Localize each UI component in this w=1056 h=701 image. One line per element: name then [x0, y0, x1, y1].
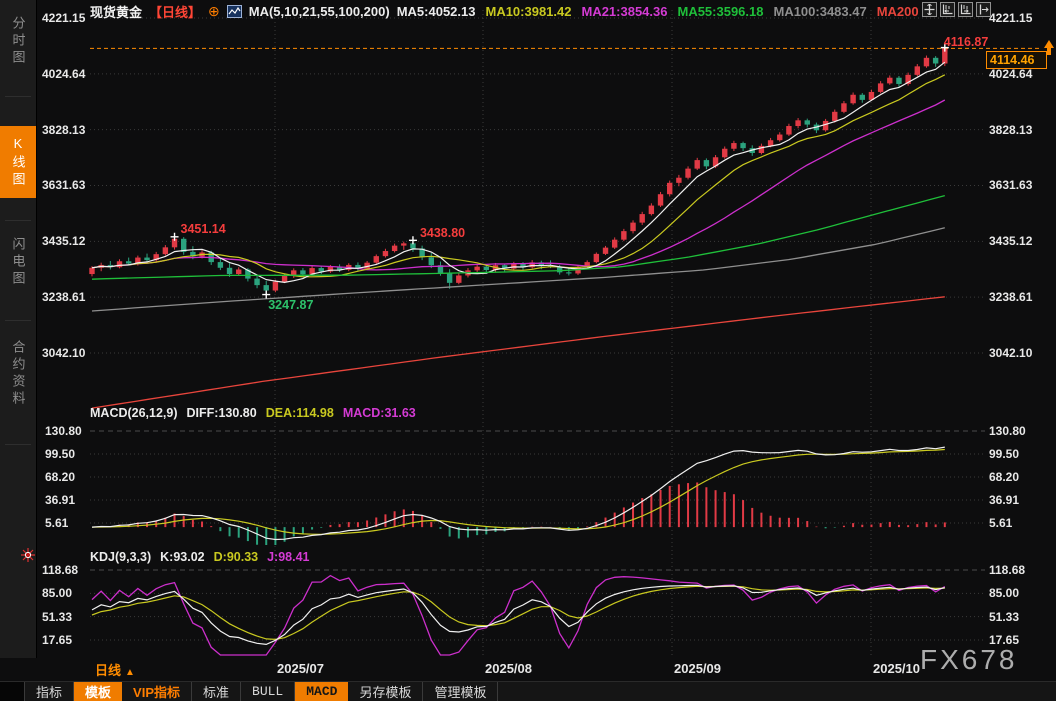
kdj-header-item: K:93.02 [160, 550, 205, 564]
ma-values: MA5:4052.13 MA10:3981.42 MA21:3854.36 MA55:… [397, 4, 919, 19]
axis-label: 130.80 [45, 424, 82, 438]
date-label: 2025/10 [873, 661, 920, 676]
axis-label: 51.33 [42, 609, 73, 624]
period-tag: 【日线】 [149, 4, 202, 20]
watermark: FX678 [920, 644, 1018, 675]
axis-label: 17.65 [989, 633, 1020, 647]
compress-left-icon[interactable] [940, 2, 955, 17]
chevron-up-icon: ▲ [125, 667, 135, 678]
symbol-name: 现货黄金 [90, 4, 143, 20]
alert-starburst-icon[interactable] [21, 548, 35, 567]
axis-label: 68.20 [45, 470, 76, 484]
sidebar: 分时图 K线图闪电图合约资料 [0, 0, 37, 658]
axis-label: 68.20 [989, 470, 1020, 484]
price-callout: 3247.87 [268, 297, 314, 312]
tab-指标[interactable]: 指标 [24, 682, 75, 701]
axis-label: 17.65 [42, 633, 73, 647]
ma-value: MA55:3596.18 [677, 3, 764, 19]
tab-模板[interactable]: 模板 [74, 682, 123, 701]
macd-header: MACD(26,12,9) DIFF:130.80 DEA:114.98 MACD:3… [90, 406, 416, 420]
compress-right-icon[interactable] [958, 2, 973, 17]
axis-label: 3238.61 [989, 290, 1033, 305]
ma-config-label: MA(5,10,21,55,100,200) [248, 3, 390, 19]
tab-管理模板[interactable]: 管理模板 [423, 682, 499, 701]
ma-value: MA5:4052.13 [396, 3, 476, 19]
ma-value: MA200 [876, 3, 919, 19]
axis-label: 4221.15 [42, 11, 86, 25]
chart-header: 现货黄金 【日线】 ⊕ MA(5,10,21,55,100,200) MA5:4… [90, 2, 919, 20]
sidebar-item-3[interactable]: 闪电图 [10, 236, 26, 288]
add-indicator-icon[interactable]: ⊕ [208, 2, 220, 19]
axis-label: 3828.13 [989, 122, 1033, 137]
current-price-box: 4114.46 [986, 51, 1047, 69]
axis-label: 118.68 [42, 563, 79, 577]
chart-type-icon [226, 4, 242, 18]
sidebar-item-1[interactable]: 分时图 [10, 15, 26, 67]
page-right-icon[interactable] [976, 2, 991, 17]
kdj-header-item: J:98.41 [267, 550, 310, 564]
macd-header-item: DEA:114.98 [265, 406, 334, 420]
sidebar-divider [5, 220, 31, 221]
ma-value: MA100:3483.47 [773, 3, 867, 19]
axis-label: 5.61 [989, 516, 1013, 530]
axis-label: 36.91 [989, 492, 1020, 507]
axis-label: 99.50 [45, 447, 76, 461]
sidebar-item-4[interactable]: 合约资料 [10, 340, 26, 408]
sidebar-item-2[interactable]: K线图 [0, 126, 36, 198]
date-label: 2025/08 [485, 661, 532, 676]
date-label: 2025/07 [277, 661, 324, 676]
crosshair-icon[interactable] [922, 2, 937, 17]
kdj-header-item: KDJ(9,3,3) [90, 550, 152, 564]
macd-header-item: MACD:31.63 [342, 406, 416, 420]
sidebar-divider [5, 320, 31, 321]
axis-label: 85.00 [42, 586, 73, 601]
tab-另存模板[interactable]: 另存模板 [348, 682, 424, 701]
tab-MACD[interactable]: MACD [295, 682, 349, 701]
date-label: 2025/09 [674, 661, 721, 676]
tab-BULL[interactable]: BULL [241, 682, 296, 701]
axis-label: 3828.13 [42, 122, 86, 137]
price-callout: 3451.14 [180, 221, 226, 236]
axis-label: 3631.63 [42, 178, 86, 193]
current-price-value: 4114.46 [990, 53, 1035, 67]
period-selector[interactable]: 日线 ▲ [95, 660, 135, 679]
kdj-header-item: D:90.33 [213, 550, 259, 564]
tab-VIP指标[interactable]: VIP指标 [122, 682, 192, 701]
axis-label: 3435.12 [42, 234, 86, 249]
axis-label: 4221.15 [989, 11, 1033, 25]
axis-label: 4024.64 [42, 66, 86, 81]
price-callout: 4116.87 [943, 34, 989, 49]
axis-label: 3631.63 [989, 178, 1033, 193]
tab-标准[interactable]: 标准 [192, 682, 242, 701]
ma-value: MA10:3981.42 [485, 3, 572, 19]
axis-label: 4024.64 [989, 66, 1033, 81]
axis-label: 5.61 [45, 516, 69, 530]
sidebar-divider [5, 444, 31, 445]
kdj-header: KDJ(9,3,3) K:93.02 D:90.33 J:98.41 [90, 550, 310, 564]
axis-label: 118.68 [989, 563, 1026, 577]
bottom-toolbar: 指标 模板 VIP指标 标准 BULL MACD 另存模板 管理模板 [0, 681, 1056, 701]
sidebar-divider [5, 96, 31, 97]
ma-value: MA21:3854.36 [581, 3, 668, 19]
axis-label: 130.80 [989, 424, 1026, 438]
axis-label: 51.33 [989, 609, 1020, 624]
axis-label: 85.00 [989, 586, 1020, 601]
toolbar-corner [0, 682, 24, 701]
price-callout: 3438.80 [419, 226, 466, 241]
period-selector-label: 日线 [95, 663, 122, 678]
axis-label: 36.91 [45, 492, 76, 507]
chart-toolbar [922, 2, 991, 17]
axis-label: 3042.10 [42, 346, 86, 360]
macd-header-item: DIFF:130.80 [186, 406, 257, 420]
axis-label: 99.50 [989, 447, 1020, 461]
axis-label: 3042.10 [989, 346, 1033, 360]
axis-label: 3435.12 [989, 234, 1033, 249]
axis-label: 3238.61 [42, 290, 86, 305]
macd-header-item: MACD(26,12,9) [90, 406, 178, 420]
